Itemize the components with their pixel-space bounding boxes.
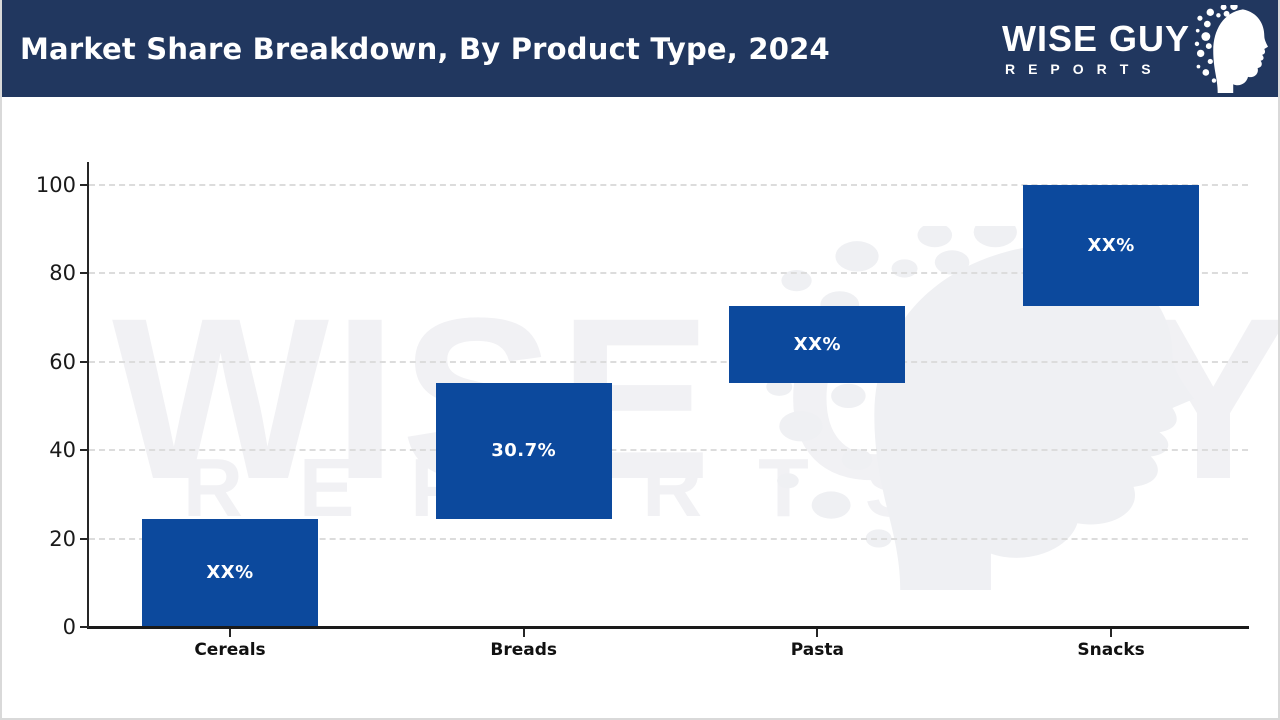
y-tick-mark-0 — [80, 626, 89, 628]
y-tick-label-40: 40 — [49, 438, 76, 463]
x-category-label-cereals: Cereals — [194, 640, 266, 660]
bar-value-label-pasta: XX% — [793, 334, 842, 356]
y-tick-label-80: 80 — [49, 261, 76, 286]
gridline-60 — [89, 360, 1248, 363]
bar-value-label-snacks: XX% — [1087, 235, 1135, 257]
brand-name: WISE GUY — [1001, 18, 1190, 59]
y-tick-label-0: 0 — [62, 615, 76, 639]
y-tick-label-60: 60 — [49, 349, 76, 374]
brand-head-icon — [1194, 4, 1268, 93]
bar-snacks: XX% — [1023, 185, 1200, 307]
y-tick-mark-80 — [80, 272, 89, 275]
header-bar: Market Share Breakdown, By Product Type,… — [0, 0, 1280, 97]
gridline-80 — [89, 272, 1248, 275]
bar-value-label-breads: 30.7% — [491, 440, 557, 462]
gridline-20 — [89, 537, 1248, 540]
y-tick-mark-20 — [80, 537, 89, 540]
brand-logo: WISE GUY REPORTS — [1001, 4, 1268, 93]
x-category-label-pasta: Pasta — [790, 640, 844, 660]
page-title: Market Share Breakdown, By Product Type,… — [20, 31, 830, 66]
bar-value-label-cereals: XX% — [206, 562, 254, 584]
bar-cereals: XX% — [142, 518, 318, 627]
brand-logo-text: WISE GUY REPORTS — [1001, 18, 1190, 77]
y-tick-label-20: 20 — [49, 526, 76, 551]
y-tick-mark-60 — [80, 360, 89, 363]
x-tick-mark-snacks — [1110, 629, 1113, 637]
y-tick-label-100: 100 — [35, 173, 76, 197]
gridline-40 — [89, 449, 1248, 452]
x-tick-mark-breads — [522, 629, 525, 637]
x-axis-line — [87, 626, 1249, 629]
bar-breads: 30.7% — [435, 383, 612, 519]
brand-tagline: REPORTS — [1004, 61, 1164, 77]
gridline-100 — [89, 184, 1248, 186]
y-axis-spine — [87, 162, 89, 629]
x-tick-mark-cereals — [229, 629, 231, 637]
x-tick-mark-pasta — [816, 629, 819, 637]
y-tick-mark-100 — [80, 184, 89, 186]
bar-pasta: XX% — [729, 306, 906, 383]
x-category-label-breads: Breads — [490, 640, 557, 660]
x-category-label-snacks: Snacks — [1077, 640, 1145, 660]
y-tick-mark-40 — [80, 449, 89, 452]
